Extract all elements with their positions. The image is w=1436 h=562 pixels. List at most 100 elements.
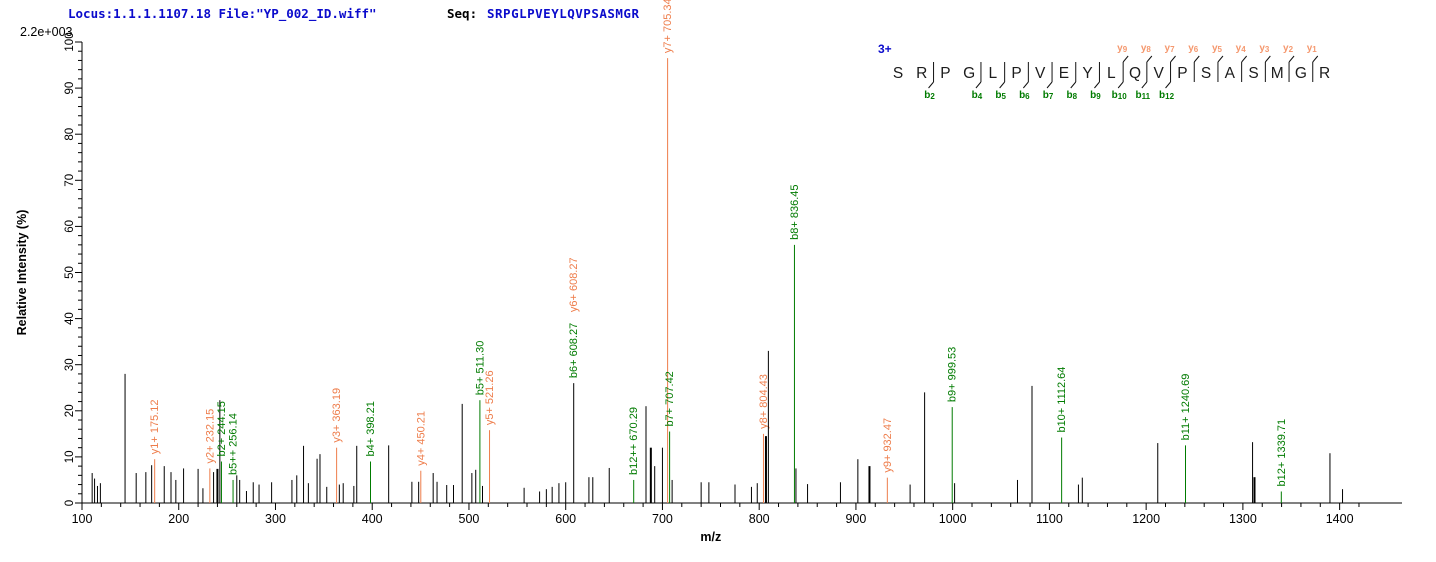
peak-label: y3+ 363.19 [331,388,343,443]
peak-label: b10+ 1112.64 [1056,367,1068,433]
x-tick-label: 900 [845,512,866,526]
peaks-group: y1+ 175.12 y2+ 232.15 b2+ 244.15 b5++ 256.1… [91,0,1344,503]
y-tick-label: 0 [64,500,76,506]
b-ion-marker-label: b6 [1019,90,1030,101]
residue-letter: R [916,65,927,82]
y-tick-label: 100 [64,32,76,51]
y-ion-marker-label: y9 [1117,43,1128,54]
residue-letter: P [940,65,950,82]
b-cleavage-tick [928,81,934,89]
peak-label: y7+ 705.34 [662,0,674,53]
peak-label: y4+ 450.21 [415,411,427,466]
y-cleavage-tick [1170,55,1176,63]
x-tick-label: 500 [459,512,480,526]
y-tick-label: 30 [64,358,76,371]
residue-letter: V [1154,65,1165,82]
y-ion-marker-label: y6 [1188,43,1199,54]
y-cleavage-tick [1122,55,1129,63]
b-cleavage-tick [1094,81,1100,89]
y-tick-label: 60 [64,220,76,233]
y-tick-label: 50 [64,266,76,279]
y-ion-marker-label: y3 [1259,43,1270,54]
residue-letter: L [988,65,997,82]
peptide-sequence-text: SRPGLPVEYLQVPSASMGR [487,6,640,21]
peak-label: y2+ 232.15 [204,409,216,464]
y-tick-label: 70 [64,174,76,187]
header-bar: Locus:1.1.1.1107.18 File:"YP_002_ID.wiff… [0,6,1436,26]
b-cleavage-tick [1022,81,1029,89]
peak-label: b2+ 244.15 [216,401,228,456]
b-ion-marker-label: b8 [1066,90,1077,101]
residue-letter: L [1107,65,1116,82]
y-cleavage-tick [1146,55,1153,63]
residue-letter: G [963,65,975,82]
peak-label: b11+ 1240.69 [1180,374,1192,441]
peak-label: b7+ 707.42 [664,371,676,426]
y-cleavage-tick [1264,55,1271,63]
x-tick-label: 1200 [1132,512,1160,526]
peak-label: y9+ 932.47 [882,418,894,473]
peak-label: y1+ 175.12 [149,399,161,454]
residue-letter: V [1035,65,1046,82]
y-ion-marker-label: y1 [1307,43,1318,54]
residue-letter: S [1248,65,1258,82]
b-cleavage-tick [1141,81,1148,89]
b-ion-marker-label: b5 [995,90,1006,101]
y-cleavage-tick [1193,55,1200,63]
peptide-panel: 3+S R P G L P V E Y L Q V P S A S M G Rb2 b4 b5 b6 b7 b8 b9 b10y9… [878,42,1330,101]
y-cleavage-tick [1241,55,1248,63]
axes: 0 10 20 30 40 50 60 70 80 90 100 100 200 300 400 500 600… [15,25,1402,544]
y-ion-marker-label: y2 [1283,43,1294,54]
y-ion-marker-label: y7 [1165,43,1176,54]
peak-label-secondary: y6+ 608.27 [568,257,580,312]
y-cleavage-tick [1312,55,1319,63]
peak-label: b8+ 836.45 [789,184,801,239]
residue-letter: M [1271,65,1284,82]
peak-label: b9+ 999.53 [947,347,959,402]
residue-letter: Q [1129,65,1141,82]
b-ion-marker-label: b4 [972,90,983,101]
b-ion-marker-label: b7 [1043,90,1054,101]
peak-label: b5+ 511.30 [474,341,486,396]
b-ion-marker-label: b9 [1090,90,1101,101]
y-tick-label: 20 [64,404,76,417]
y-tick-label: 40 [64,312,76,325]
y-ion-marker-label: y4 [1236,43,1247,54]
y-axis-title: Relative Intensity (%) [15,210,29,336]
x-tick-label: 1300 [1229,512,1257,526]
y-cleavage-tick [1288,55,1295,63]
x-tick-label: 1400 [1326,512,1354,526]
residue-letter: Y [1082,65,1092,82]
peak-label: b5++ 256.14 [228,413,240,475]
b-ion-marker-label: b12 [1159,90,1175,101]
peak-label: y8+ 804.43 [758,374,770,429]
residue-letter: A [1225,65,1236,82]
peak-label: b6+ 608.27 [568,323,580,378]
x-tick-label: 300 [265,512,286,526]
x-axis-title: m/z [700,530,721,544]
residue-letter: S [893,65,903,82]
b-ion-marker-label: b11 [1136,90,1151,101]
b-cleavage-tick [1117,81,1124,89]
y-tick-label: 80 [64,128,76,141]
x-tick-label: 200 [168,512,189,526]
residue-letter: P [1177,65,1187,82]
seq-label: Seq: [447,6,478,21]
x-tick-label: 800 [749,512,770,526]
peak-label: b4+ 398.21 [365,401,377,456]
residue-letter: S [1201,65,1211,82]
y-ion-marker-label: y8 [1141,43,1152,54]
peak-label: y5+ 521.26 [484,370,496,425]
b-cleavage-tick [1165,81,1171,89]
x-tick-label: 1100 [1036,512,1063,526]
x-tick-label: 400 [362,512,383,526]
b-cleavage-tick [975,81,982,89]
x-tick-label: 700 [652,512,673,526]
b-cleavage-tick [1046,81,1053,89]
y-cleavage-tick [1217,55,1224,63]
peak-label: b12++ 670.29 [628,407,640,475]
y-ion-marker-label: y5 [1212,43,1223,54]
charge-state-label: 3+ [878,42,892,56]
y-tick-label: 10 [64,451,76,464]
